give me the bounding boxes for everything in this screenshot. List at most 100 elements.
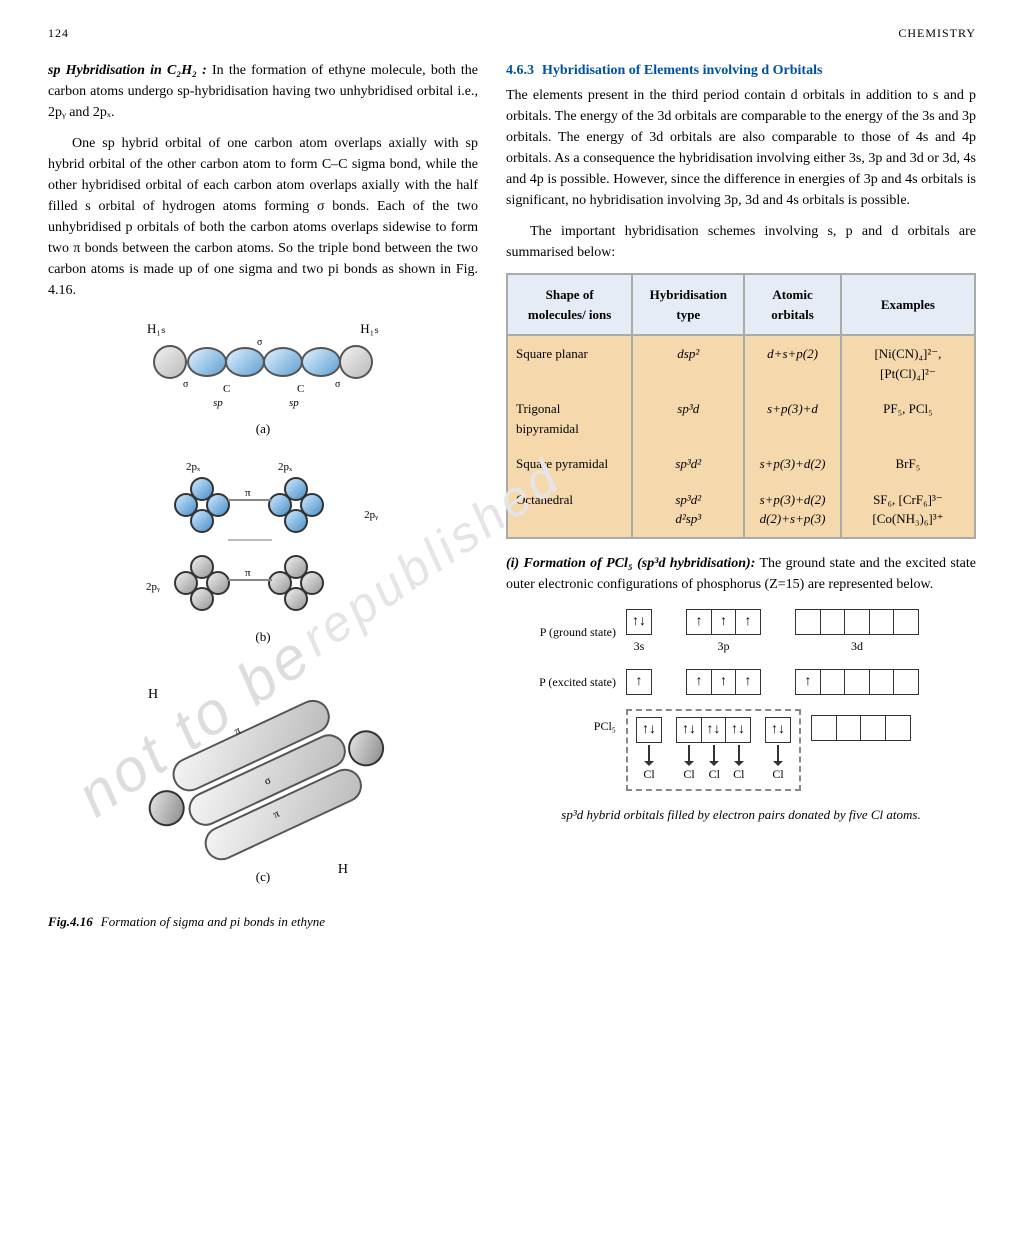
- label-sigma-c: σ: [262, 772, 274, 789]
- diagram-a-caption: (a): [48, 419, 478, 439]
- ebox: [869, 609, 895, 635]
- table-cell: d+s+p(2): [744, 335, 841, 391]
- table-cell: SF₆, [CrF₆]³⁻ [Co(NH₃)₆]³⁺: [841, 482, 975, 538]
- h-sphere-right: [339, 345, 373, 379]
- left-column: sp Hybridisation in C₂H₂ : In the format…: [48, 60, 478, 942]
- table-cell: Square pyramidal: [507, 446, 632, 482]
- ebox: [795, 609, 821, 635]
- table-cell: sp³d: [632, 391, 744, 446]
- para-pcl5-lead: (i) Formation of PCl₅ (sp³d hybridisatio…: [506, 556, 755, 571]
- th-examples: Examples: [841, 274, 975, 335]
- table-cell: s+p(3)+d: [744, 391, 841, 446]
- diagram-c-caption: (c): [148, 867, 378, 887]
- ebox: [893, 669, 919, 695]
- hybridisation-table: Shape of molecules/ ions Hybridisation t…: [506, 273, 976, 539]
- diagram-a: H₁ₛ H₁ₛ C C sp sp σ σ σ: [153, 325, 373, 415]
- sigma-bond-mid: [228, 539, 272, 541]
- table-cell: PF₅, PCl₅: [841, 391, 975, 446]
- table-cell: sp³d² d²sp³: [632, 482, 744, 538]
- figure-4-16: H₁ₛ H₁ₛ C C sp sp σ σ σ (a) 2pₓ 2pₓ: [48, 325, 478, 932]
- label-h-c-left: H: [148, 684, 158, 705]
- h-sphere-c-left: [143, 784, 191, 832]
- para-dorbital-1: The elements present in the third period…: [506, 85, 976, 211]
- table-cell: Square planar: [507, 335, 632, 391]
- sp-lobe-4: [301, 347, 341, 377]
- ebox: [836, 715, 862, 741]
- ebox: ↑: [735, 669, 761, 695]
- diagram-b: 2pₓ 2pₓ 2pᵧ 2pᵧ π π: [148, 463, 378, 623]
- table-cell: s+p(3)+d(2) d(2)+s+p(3): [744, 482, 841, 538]
- label-2px-l: 2pₓ: [186, 459, 200, 476]
- ebox: ↑↓: [725, 717, 751, 743]
- ebox: ↑: [795, 669, 821, 695]
- table-row: Square pyramidalsp³d²s+p(3)+d(2)BrF₅: [507, 446, 975, 482]
- label-sigma-1: σ: [183, 377, 188, 392]
- orb-3s: 3s: [634, 637, 645, 655]
- sp3d-dashed-box: ↑↓Cl ↑↓Cl ↑↓Cl ↑↓Cl ↑↓Cl: [626, 709, 801, 791]
- para-pcl5: (i) Formation of PCl₅ (sp³d hybridisatio…: [506, 553, 976, 595]
- econf-ground-label: P (ground state): [506, 623, 616, 641]
- label-2py: 2pᵧ: [364, 507, 378, 524]
- ebox: ↑: [686, 669, 712, 695]
- h-sphere-c-right: [342, 724, 390, 772]
- ebox: [844, 609, 870, 635]
- diagram-b-caption: (b): [48, 627, 478, 647]
- label-c-left: C: [223, 381, 230, 398]
- ebox: [811, 715, 837, 741]
- ebox: ↑↓: [676, 717, 702, 743]
- ebox: ↑↓: [701, 717, 727, 743]
- page-number: 124: [48, 24, 69, 42]
- table-cell: Trigonal bipyramidal: [507, 391, 632, 446]
- figure-caption: Fig.4.16 Formation of sigma and pi bonds …: [48, 912, 478, 932]
- orb-3d: 3d: [851, 637, 863, 655]
- table-row: Octahedralsp³d² d²sp³s+p(3)+d(2) d(2)+s+…: [507, 482, 975, 538]
- sp-lobe-3: [263, 347, 303, 377]
- right-column: 4.6.3 Hybridisation of Elements involvin…: [506, 60, 976, 942]
- table-row: Square planardsp²d+s+p(2)[Ni(CN)₄]²⁻, [P…: [507, 335, 975, 391]
- para-overlap: One sp hybrid orbital of one carbon atom…: [48, 133, 478, 301]
- ebox: ↑↓: [626, 609, 652, 635]
- para-dorbital-2: The important hybridisation schemes invo…: [506, 221, 976, 263]
- p-orbital-3: [174, 555, 230, 611]
- ebox: ↑: [735, 609, 761, 635]
- label-pi-bottom: π: [245, 565, 251, 582]
- diagram-c: σ π π: [119, 636, 408, 905]
- label-2py-2: 2pᵧ: [146, 579, 160, 596]
- page-header: 124 CHEMISTRY: [48, 24, 976, 42]
- ebox: [893, 609, 919, 635]
- p-orbital-2: [268, 477, 324, 533]
- table-row: Trigonal bipyramidalsp³ds+p(3)+dPF₅, PCl…: [507, 391, 975, 446]
- table-cell: dsp²: [632, 335, 744, 391]
- electron-config-block: P (ground state) ↑↓3s ↑↑↑3p 3d P (excite…: [506, 609, 976, 791]
- table-cell: BrF₅: [841, 446, 975, 482]
- econf-ground: P (ground state) ↑↓3s ↑↑↑3p 3d: [506, 609, 976, 655]
- ebox: [844, 669, 870, 695]
- ebox: ↑: [626, 669, 652, 695]
- ebox: [860, 715, 886, 741]
- label-h1s-right: H₁ₛ: [360, 319, 379, 339]
- figure-label: Fig.4.16: [48, 914, 93, 929]
- orb-3p: 3p: [718, 637, 730, 655]
- label-sp-left: sp: [213, 395, 223, 412]
- econf-excited: P (excited state) ↑ ↑↑↑ ↑: [506, 669, 976, 695]
- label-sigma-2: σ: [257, 335, 262, 350]
- para-lead: sp Hybridisation in C₂H₂ :: [48, 63, 207, 78]
- label-sigma-3: σ: [335, 377, 340, 392]
- th-orbitals: Atomic orbitals: [744, 274, 841, 335]
- table-cell: [Ni(CN)₄]²⁻, [Pt(Cl)₄]²⁻: [841, 335, 975, 391]
- ebox: ↑: [686, 609, 712, 635]
- para-sp-hybrid: sp Hybridisation in C₂H₂ : In the format…: [48, 60, 478, 123]
- table-cell: Octahedral: [507, 482, 632, 538]
- sp-lobe-1: [187, 347, 227, 377]
- ebox: ↑↓: [765, 717, 791, 743]
- ebox: ↑: [711, 669, 737, 695]
- econf-pcl5-label: PCl₅: [506, 709, 616, 735]
- label-sp-right: sp: [289, 395, 299, 412]
- ebox: [869, 669, 895, 695]
- figure-caption-text: Formation of sigma and pi bonds in ethyn…: [101, 914, 325, 929]
- section-number: 4.6.3: [506, 60, 534, 81]
- p-orbital-4: [268, 555, 324, 611]
- th-type: Hybridisation type: [632, 274, 744, 335]
- label-pi-top: π: [245, 485, 251, 502]
- econf-pcl5: PCl₅ ↑↓Cl ↑↓Cl ↑↓Cl ↑↓Cl ↑↓Cl: [506, 709, 976, 791]
